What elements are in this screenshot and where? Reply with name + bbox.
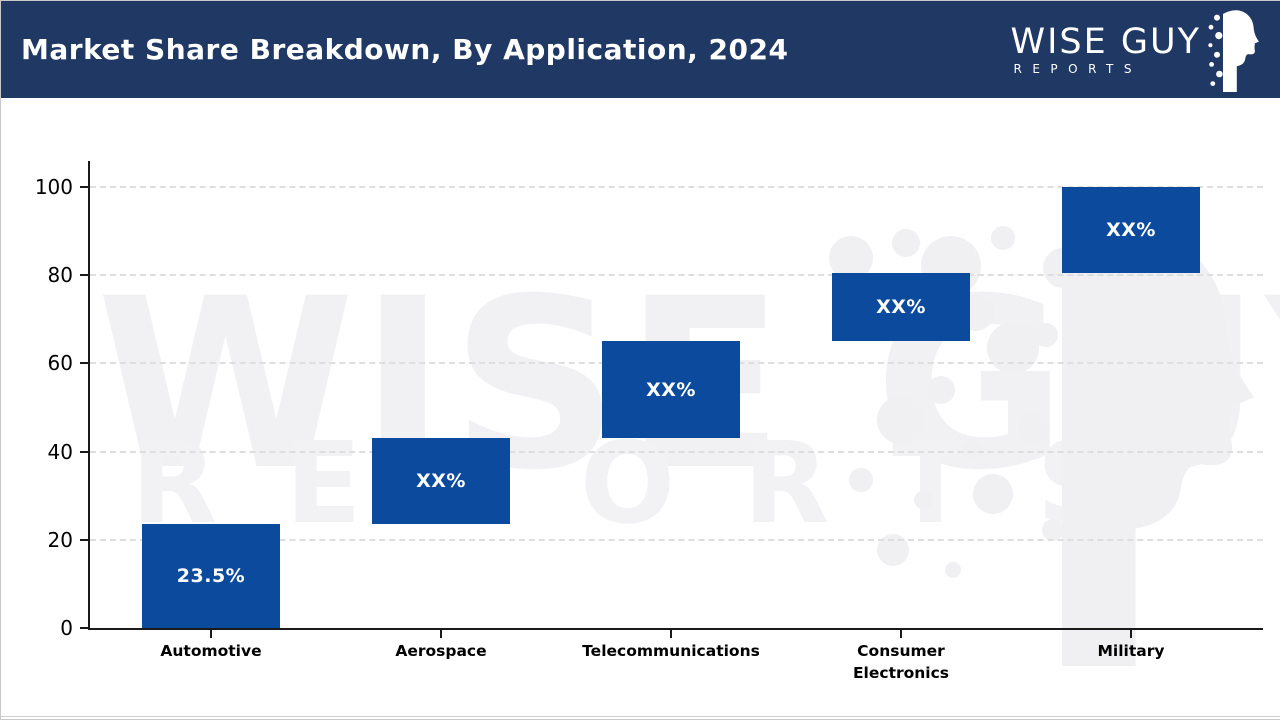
y-tick-mark — [80, 362, 88, 365]
bottom-divider — [1, 716, 1280, 717]
x-category-label: Aerospace — [395, 642, 487, 660]
logo-head-icon — [1208, 9, 1259, 92]
bar-value-label: XX% — [876, 296, 926, 319]
bar-value-label: 23.5% — [176, 565, 246, 588]
y-gridline — [90, 538, 1263, 541]
logo-text: WISE GUY REPORTS — [1010, 21, 1201, 76]
header-bar: Market Share Breakdown, By Application, … — [1, 1, 1280, 98]
y-axis — [88, 161, 90, 630]
plot-area: 0 20 40 60 80 100 23.5% Automotive XX% Aerospace X… — [1, 98, 1280, 719]
x-tick-mark — [440, 630, 442, 638]
chart-bar: XX% — [602, 341, 740, 439]
y-tick-label: 40 — [47, 439, 73, 464]
y-tick-label: 80 — [47, 263, 73, 288]
x-axis — [88, 628, 1263, 630]
y-tick-mark — [80, 627, 88, 629]
x-tick-mark — [1130, 630, 1132, 638]
y-tick-label: 60 — [47, 351, 73, 376]
y-gridline — [90, 274, 1263, 277]
y-gridline — [90, 186, 1263, 188]
y-tick-mark — [80, 450, 88, 453]
logo-subtitle: REPORTS — [1013, 61, 1142, 76]
chart-bar: 23.5% — [142, 524, 280, 628]
y-tick-mark — [80, 538, 88, 541]
chart-area: WISE GUY REPORTS 02040608010023.5%Automo… — [1, 98, 1280, 719]
x-category-label: Telecommunications — [582, 642, 760, 660]
y-tick-label: 100 — [34, 175, 73, 199]
y-tick-mark — [80, 274, 88, 277]
y-tick-label: 0 — [60, 616, 73, 640]
x-tick-mark — [900, 630, 902, 638]
chart-bar: XX% — [372, 438, 510, 525]
bar-value-label: XX% — [646, 378, 696, 401]
y-tick-mark — [80, 186, 88, 188]
y-tick-label: 20 — [47, 527, 73, 552]
logo-wordmark: WISE GUY — [1010, 21, 1201, 62]
bar-value-label: XX% — [1106, 218, 1156, 241]
chart-bar: XX% — [1062, 187, 1200, 273]
page-title: Market Share Breakdown, By Application, … — [21, 33, 789, 66]
chart-bar: XX% — [832, 272, 970, 342]
bar-value-label: XX% — [416, 470, 466, 493]
x-tick-mark — [670, 630, 672, 638]
y-gridline — [90, 450, 1263, 453]
x-tick-mark — [210, 630, 212, 638]
x-category-label: Automotive — [160, 642, 262, 660]
x-category-label: Consumer Electronics — [852, 642, 950, 682]
wiseguy-logo: WISE GUY REPORTS — [1010, 8, 1280, 92]
x-category-label: Military — [1097, 642, 1165, 660]
